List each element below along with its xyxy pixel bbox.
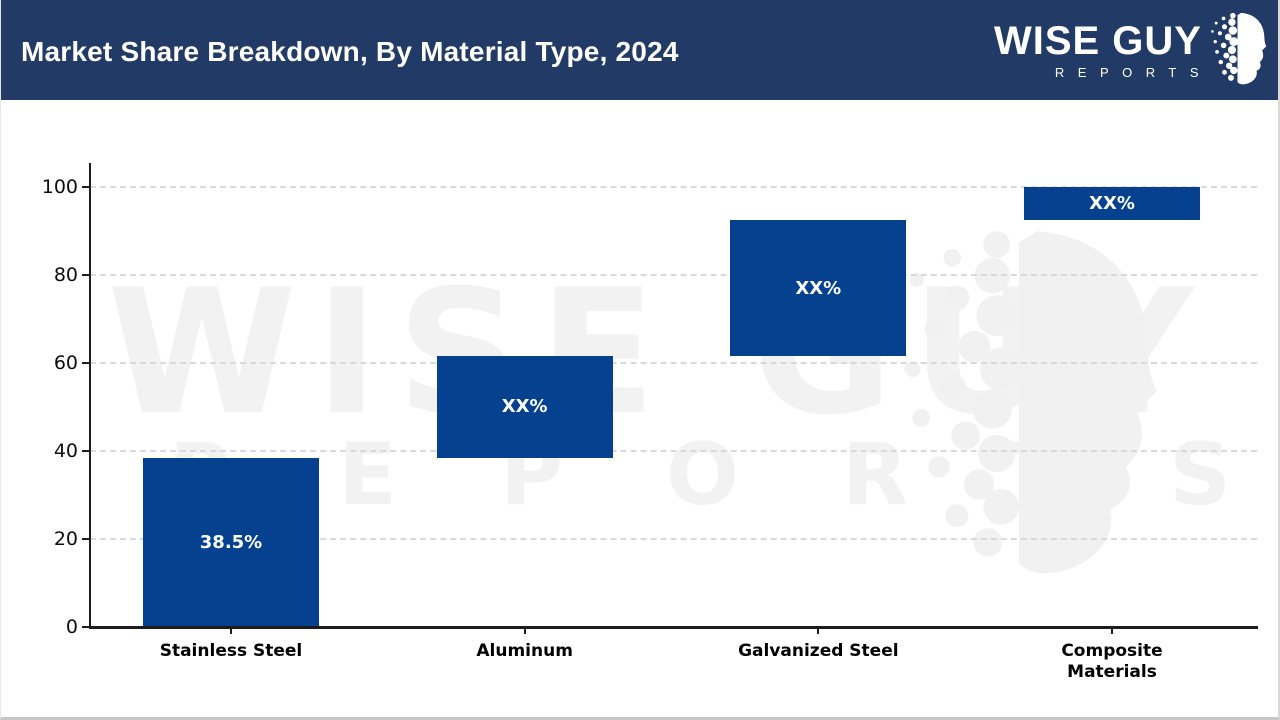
logo-subtext: REPORTS <box>1054 65 1212 80</box>
logo-wordmark: WISE GUY <box>993 19 1202 63</box>
bar-aluminum: XX% <box>436 356 613 458</box>
bar-galvanized-steel: XX% <box>730 220 907 357</box>
y-tick-label-60: 60 <box>53 352 78 374</box>
bar-composite-materials: XX% <box>1024 187 1200 220</box>
bar-stainless-steel: 38.5% <box>143 457 319 627</box>
header-band: Market Share Breakdown, By Material Type… <box>1 0 1278 100</box>
bar-value-label: 38.5% <box>199 531 263 553</box>
x-tick-label-stainless-steel: Stainless Steel <box>159 641 303 661</box>
gridline-100 <box>90 186 1257 188</box>
y-tick-mark-40 <box>82 450 90 452</box>
y-tick-label-100: 100 <box>41 176 78 198</box>
y-tick-mark-80 <box>82 274 90 276</box>
gridline-40 <box>90 450 1257 452</box>
y-tick-label-20: 20 <box>53 528 78 550</box>
y-tick-mark-20 <box>82 538 90 540</box>
x-axis-line <box>89 626 1258 629</box>
bar-value-label: XX% <box>501 396 548 418</box>
y-tick-mark-0 <box>82 626 90 628</box>
x-tick-mark-aluminum <box>523 627 526 634</box>
page-title: Market Share Breakdown, By Material Type… <box>21 36 679 67</box>
logo-text: WISE GUY REPORTS <box>994 20 1202 80</box>
y-axis-line <box>89 163 91 629</box>
x-tick-label-composite-materials: Composite Materials <box>1061 641 1163 682</box>
y-tick-label-80: 80 <box>53 264 78 286</box>
gridline-20 <box>90 538 1257 540</box>
y-tick-label-0: 0 <box>65 616 78 638</box>
y-tick-mark-60 <box>82 362 90 364</box>
x-tick-mark-composite-materials <box>1111 627 1113 634</box>
x-tick-mark-stainless-steel <box>230 627 232 634</box>
bar-value-label: XX% <box>795 277 842 299</box>
gridline-60 <box>90 362 1257 364</box>
y-tick-label-40: 40 <box>53 440 78 462</box>
gridline-80 <box>90 274 1257 276</box>
y-tick-mark-100 <box>82 186 90 188</box>
x-tick-label-aluminum: Aluminum <box>476 641 573 661</box>
bar-value-label: XX% <box>1089 193 1135 214</box>
x-tick-mark-galvanized-steel <box>817 627 820 634</box>
wise-guy-reports-logo: WISE GUY REPORTS <box>994 6 1271 94</box>
x-tick-label-galvanized-steel: Galvanized Steel <box>738 641 899 661</box>
plot-area: 38.5% Stainless Steel XX% Aluminum XX% Galvan… <box>90 164 1257 682</box>
logo-face-icon <box>1211 12 1267 85</box>
